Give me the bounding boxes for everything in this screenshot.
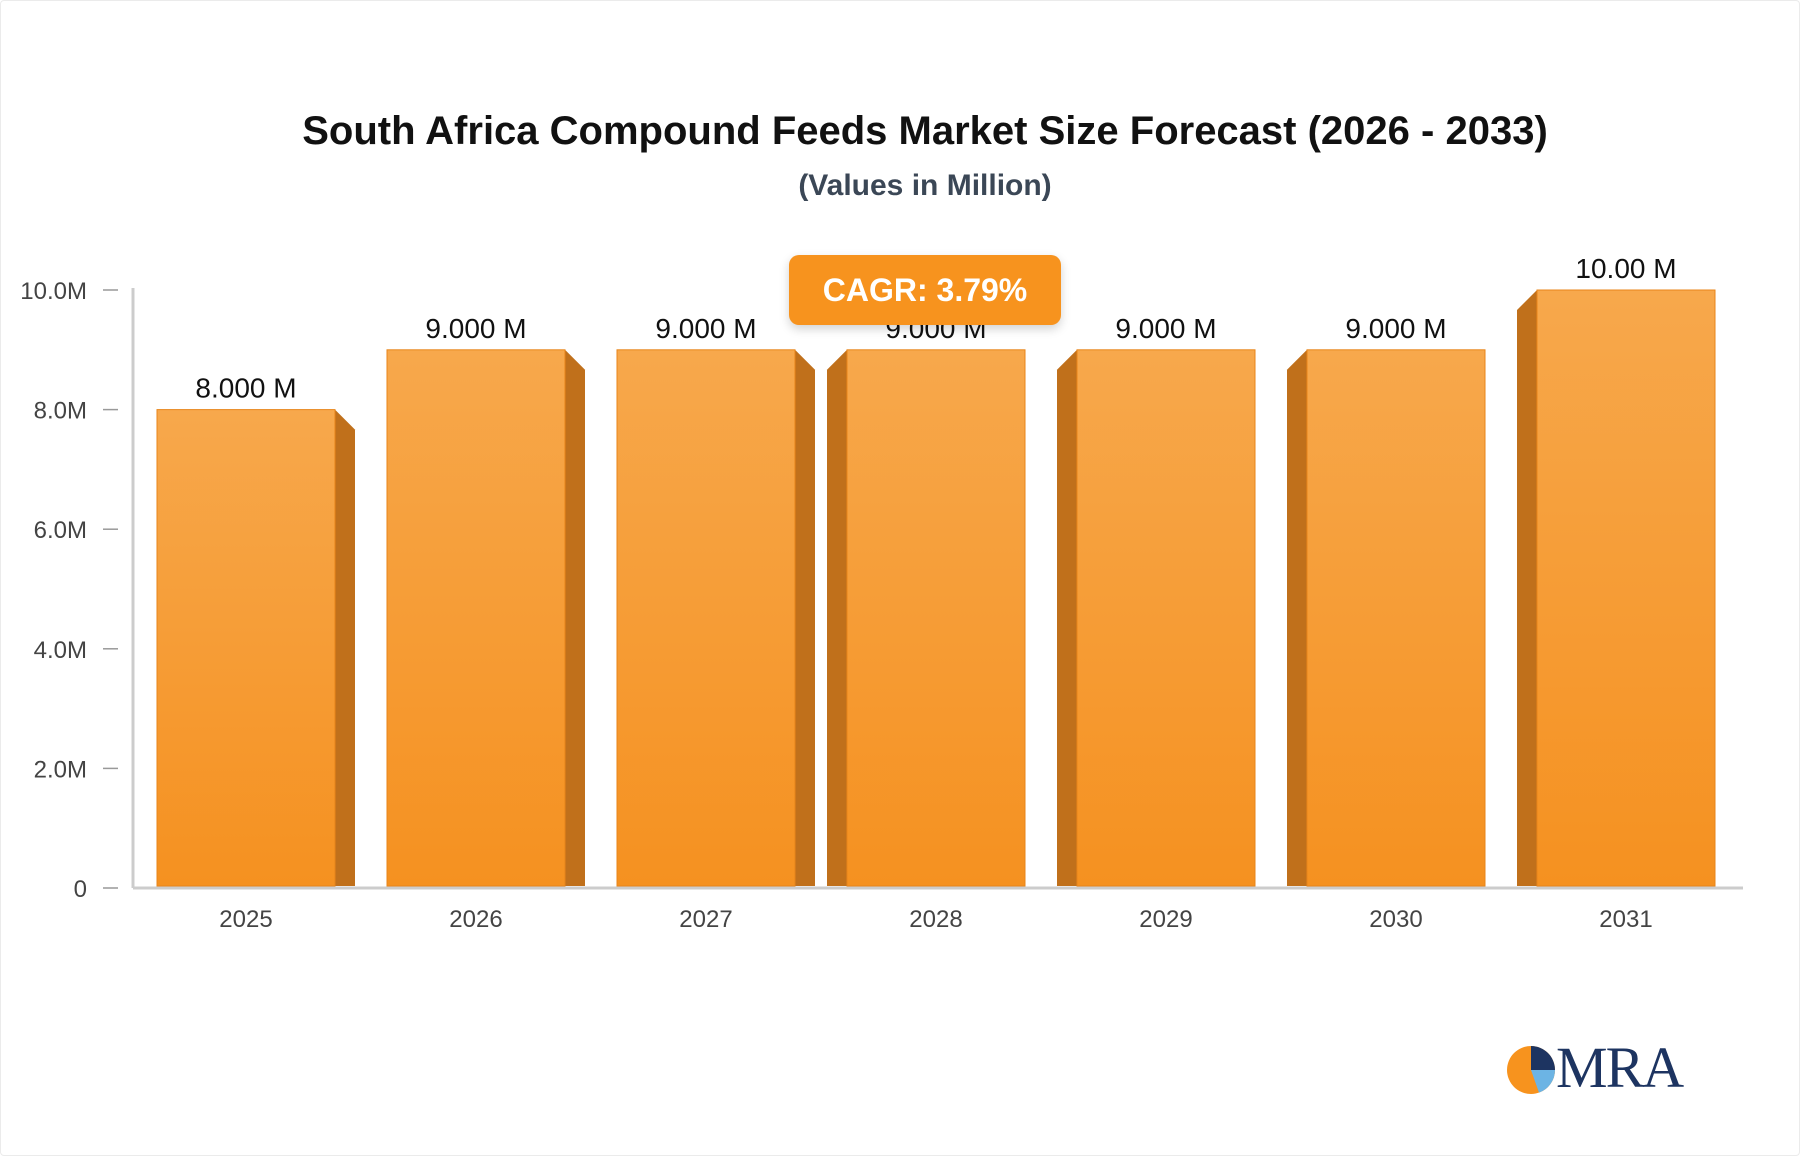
bar-value-label: 9.000 M <box>425 313 526 344</box>
bar <box>827 349 1026 887</box>
y-tick-label: 4.0M <box>34 637 87 664</box>
axes: 0 2.0M 4.0M 6.0M 8.0M 10.0M <box>20 278 1743 903</box>
bar <box>1517 289 1716 887</box>
bar-value-label: 9.000 M <box>655 313 756 344</box>
chart-title: South Africa Compound Feeds Market Size … <box>302 109 1548 153</box>
bar-side <box>1057 349 1077 886</box>
x-tick-label: 2027 <box>679 906 732 933</box>
bar-side <box>335 409 355 886</box>
bar-value-label: 9.000 M <box>1115 313 1216 344</box>
cagr-badge: CAGR: 3.79% <box>789 255 1061 325</box>
labels-group: 8.000 M 2025 9.000 M 2026 9.000 M 2027 9.000 M… <box>195 253 1676 933</box>
bar-side <box>1287 349 1307 886</box>
bar-front <box>846 349 1026 887</box>
bar-front <box>1536 289 1716 887</box>
bar-front <box>1306 349 1486 887</box>
x-tick-label: 2029 <box>1139 906 1192 933</box>
y-tick-label: 0 <box>74 876 87 903</box>
chart-subtitle: (Values in Million) <box>798 169 1052 202</box>
x-tick-label: 2025 <box>219 906 272 933</box>
y-tick-label: 8.0M <box>34 398 87 425</box>
y-tick-label: 6.0M <box>34 517 87 544</box>
bar <box>386 349 585 887</box>
bar-side <box>1517 290 1537 886</box>
bar-value-label: 8.000 M <box>195 373 296 404</box>
bar-front <box>616 349 796 887</box>
bar-value-label: 9.000 M <box>1345 313 1446 344</box>
pie-chart-icon <box>1507 1046 1555 1094</box>
x-tick-label: 2030 <box>1369 906 1422 933</box>
bar <box>616 349 815 887</box>
brand-logo: MRA <box>1506 1037 1696 1099</box>
bars-group <box>156 289 1716 887</box>
bar-front <box>156 409 336 887</box>
x-tick-label: 2026 <box>449 906 502 933</box>
bar-front <box>386 349 566 887</box>
y-tick-label: 2.0M <box>34 756 87 783</box>
bar-side <box>795 349 815 886</box>
bar <box>1287 349 1486 887</box>
bar-value-label: 10.00 M <box>1575 253 1676 284</box>
x-tick-label: 2028 <box>909 906 962 933</box>
x-tick-label: 2031 <box>1599 906 1652 933</box>
bar <box>1057 349 1256 887</box>
bar-side <box>565 349 585 886</box>
bar-side <box>827 349 847 886</box>
y-tick-label: 10.0M <box>20 278 87 305</box>
bar <box>156 409 355 887</box>
bar-front <box>1076 349 1256 887</box>
logo-text: MRA <box>1556 1035 1684 1100</box>
